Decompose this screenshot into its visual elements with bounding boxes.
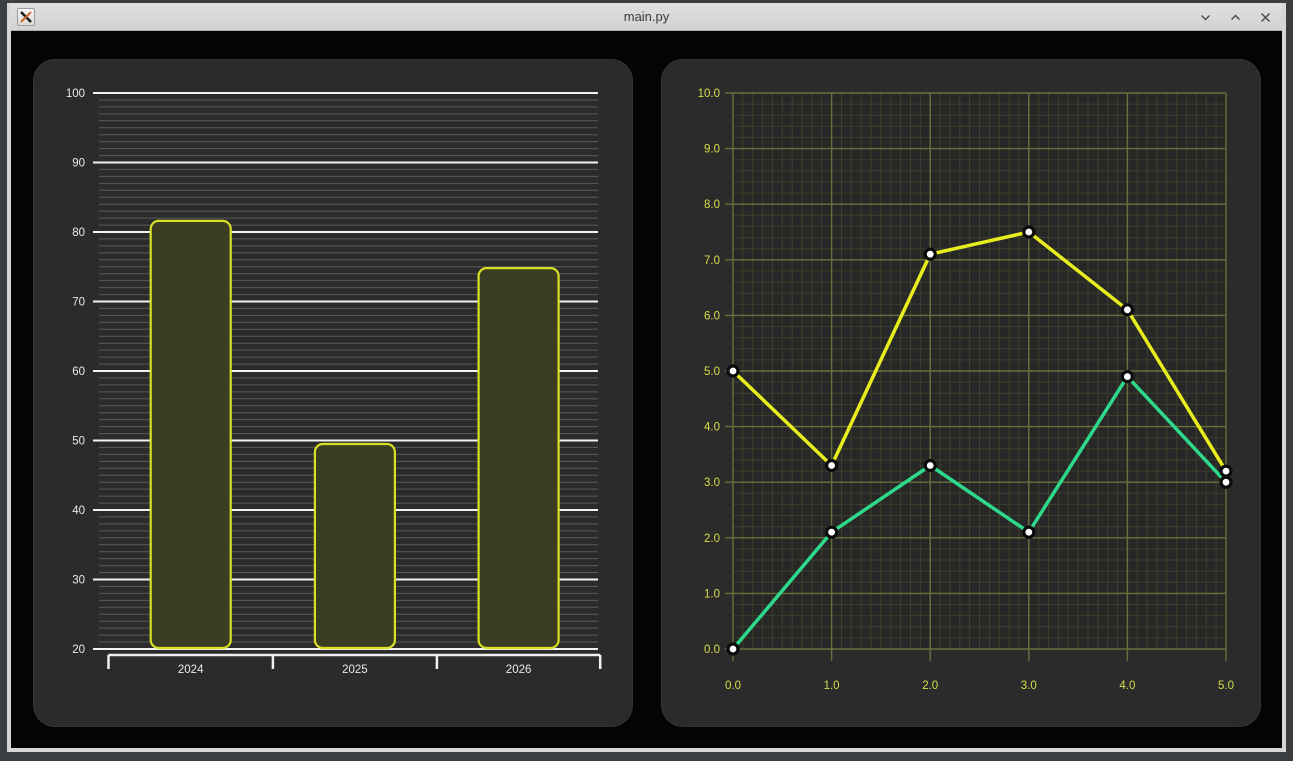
y-tick-label: 50 <box>72 436 85 448</box>
x11-logo-icon <box>17 8 35 26</box>
x-tick-label: 5.0 <box>1218 680 1234 692</box>
bar-2025 <box>313 442 396 650</box>
green-series-marker <box>1022 525 1036 539</box>
window-content: 20 30 40 50 60 70 80 90 100 2024 2025 2026 0.0 1.0 2.… <box>11 31 1282 748</box>
x-tick-label: 1.0 <box>824 680 840 692</box>
x-tick-label: 2025 <box>342 664 368 676</box>
y-tick-label: 7.0 <box>704 255 720 267</box>
green-series-line <box>731 374 1228 651</box>
bar-2026 <box>477 267 560 650</box>
y-tick-label: 1.0 <box>704 588 720 600</box>
maximize-button[interactable] <box>1228 10 1242 24</box>
y-tick-label: 90 <box>72 158 85 170</box>
yellow-series-marker <box>1120 303 1134 317</box>
y-tick-label: 4.0 <box>704 422 720 434</box>
app-window: main.py 20 30 40 50 60 70 80 90 100 2024 2025 2026 … <box>7 3 1286 752</box>
y-tick-label: 8.0 <box>704 199 720 211</box>
yellow-series-line <box>731 230 1228 473</box>
y-tick-label: 2.0 <box>704 533 720 545</box>
x-tick-label: 2.0 <box>922 680 938 692</box>
close-button[interactable] <box>1258 10 1272 24</box>
yellow-series-marker <box>825 458 839 473</box>
yellow-series-marker <box>1219 464 1233 478</box>
yellow-series-marker <box>923 247 937 261</box>
bar-chart-svg: 20 30 40 50 60 70 80 90 100 2024 2025 2026 <box>66 88 602 676</box>
green-series-marker <box>726 642 740 656</box>
green-series-marker <box>825 525 839 539</box>
green-series-marker <box>1219 475 1233 489</box>
y-tick-label: 9.0 <box>704 144 720 156</box>
y-tick-label: 5.0 <box>704 366 720 378</box>
x-tick-label: 2024 <box>178 664 204 676</box>
y-tick-label: 20 <box>72 644 85 656</box>
x-tick-label: 2026 <box>506 664 532 676</box>
x-tick-label: 3.0 <box>1021 680 1037 692</box>
x-tick-label: 0.0 <box>725 680 741 692</box>
y-tick-label: 6.0 <box>704 310 720 322</box>
y-tick-label: 80 <box>72 227 85 239</box>
bar-chart-panel[interactable]: 20 30 40 50 60 70 80 90 100 2024 2025 2026 <box>33 59 633 727</box>
x-tick-label: 4.0 <box>1119 680 1135 692</box>
minimize-button[interactable] <box>1198 10 1212 24</box>
window-controls <box>1198 3 1272 31</box>
yellow-series-marker <box>1022 225 1036 239</box>
green-series-marker <box>923 458 937 473</box>
green-series-marker <box>1120 370 1134 384</box>
line-chart-panel[interactable]: 0.0 1.0 2.0 3.0 4.0 5.0 0.0 1.0 2.0 3.0 4.0 5.0 6.0 7… <box>661 59 1261 727</box>
y-tick-label: 70 <box>72 297 85 309</box>
titlebar[interactable]: main.py <box>11 3 1282 31</box>
y-tick-label: 100 <box>66 88 85 100</box>
bar-2024 <box>149 219 232 650</box>
y-tick-label: 3.0 <box>704 477 720 489</box>
y-tick-label: 60 <box>72 366 85 378</box>
line-chart-svg: 0.0 1.0 2.0 3.0 4.0 5.0 0.0 1.0 2.0 3.0 4.0 5.0 6.0 7… <box>698 88 1234 692</box>
yellow-series-marker <box>726 364 740 378</box>
y-tick-label: 30 <box>72 575 85 587</box>
y-tick-label: 10.0 <box>698 88 720 100</box>
y-tick-label: 0.0 <box>704 644 720 656</box>
window-title: main.py <box>623 9 670 24</box>
y-tick-label: 40 <box>72 505 85 517</box>
